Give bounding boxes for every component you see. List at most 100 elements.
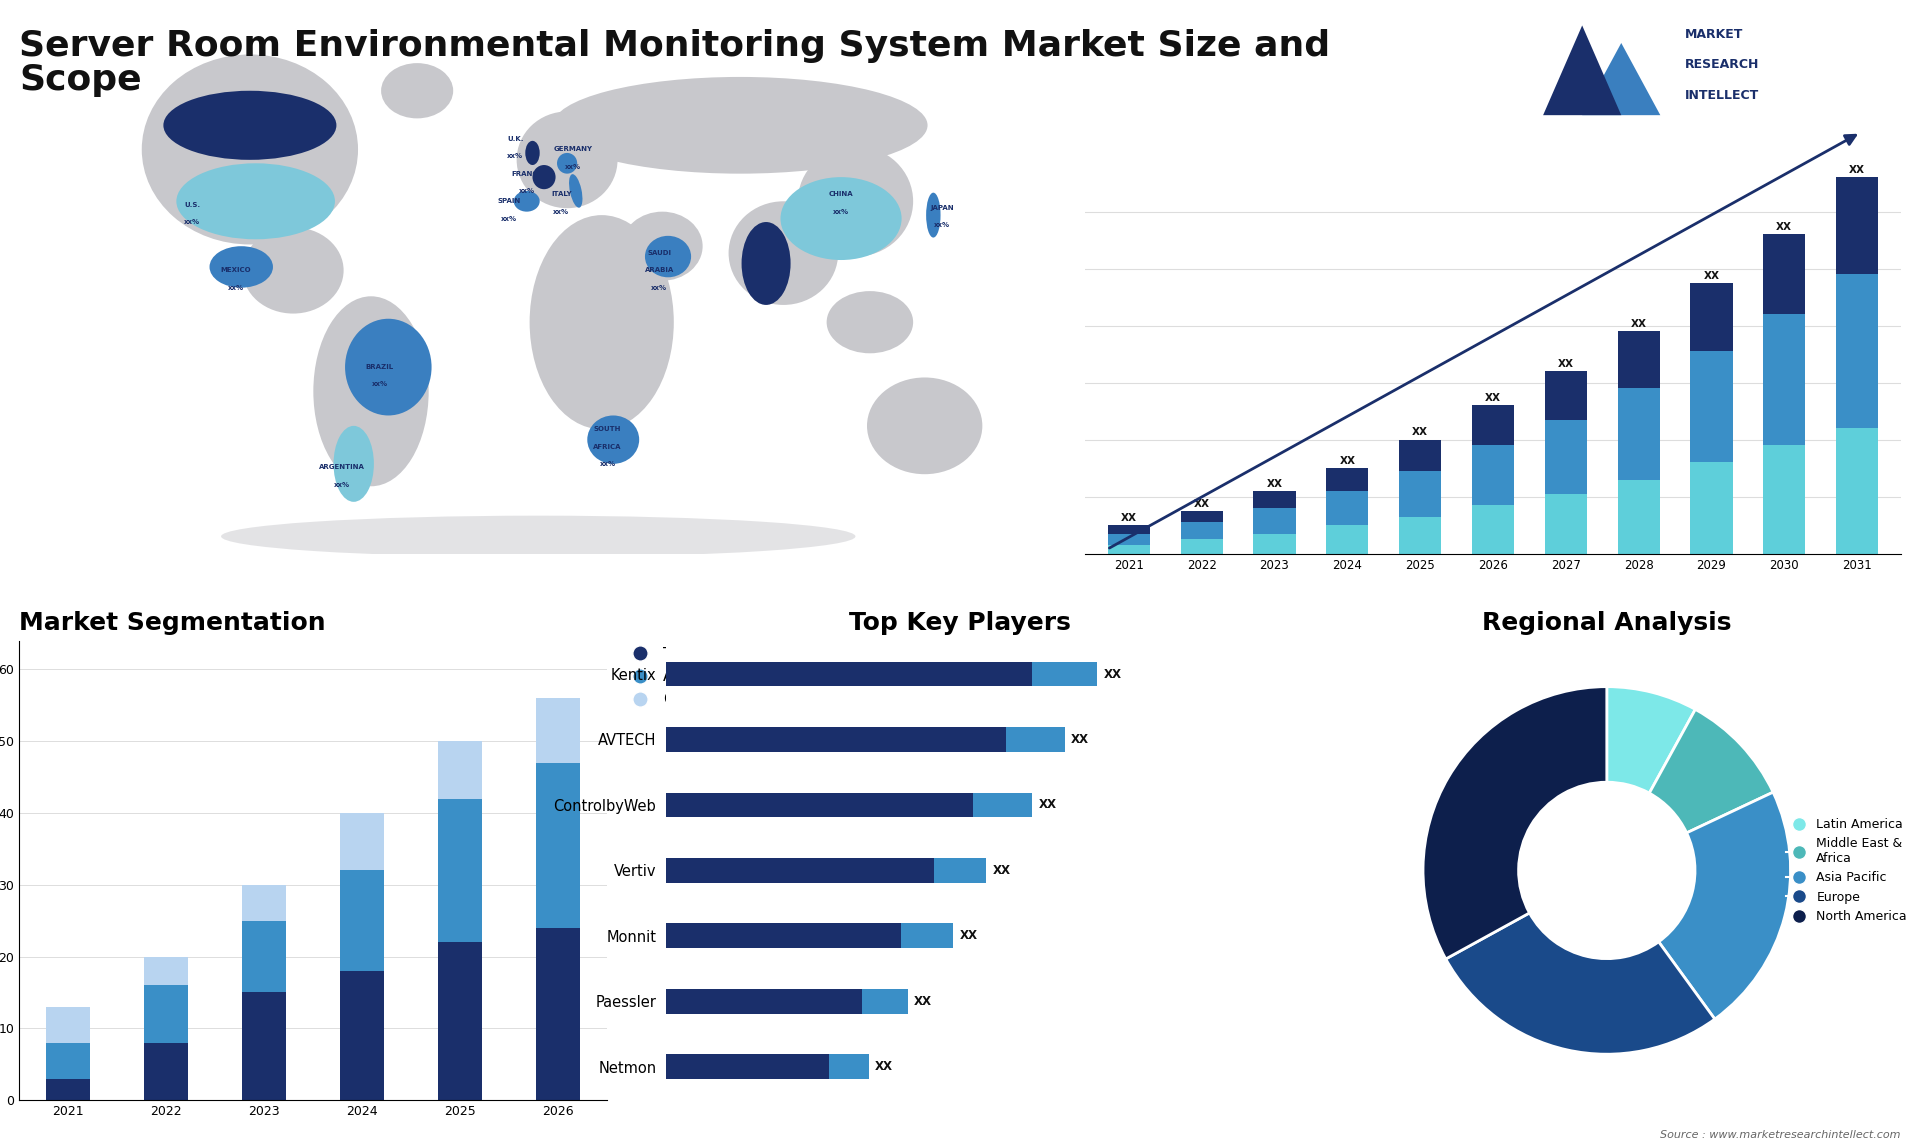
Bar [1108, 534, 1150, 545]
Text: XX: XX [1703, 270, 1720, 281]
Wedge shape [1446, 913, 1715, 1054]
Text: FRANCE: FRANCE [511, 171, 541, 176]
Text: XX: XX [914, 995, 933, 1007]
Ellipse shape [516, 111, 618, 209]
Ellipse shape [557, 152, 578, 174]
Title: Regional Analysis: Regional Analysis [1482, 611, 1732, 635]
Text: xx%: xx% [518, 188, 536, 194]
Bar [1836, 178, 1878, 274]
Ellipse shape [346, 319, 432, 416]
Text: Scope: Scope [19, 63, 142, 97]
Bar [666, 924, 900, 949]
Bar [438, 942, 482, 1100]
Bar [340, 813, 384, 871]
Bar [666, 1054, 829, 1080]
Text: RESEARCH: RESEARCH [1686, 58, 1759, 71]
Bar [46, 1007, 90, 1043]
Bar [1181, 523, 1223, 540]
Text: XX: XX [1340, 456, 1356, 466]
Bar [1006, 727, 1064, 752]
Ellipse shape [530, 215, 674, 430]
Text: XX: XX [1267, 479, 1283, 488]
Text: xx%: xx% [334, 481, 349, 487]
Text: XX: XX [876, 1060, 893, 1074]
Text: XX: XX [1484, 393, 1501, 403]
Text: XX: XX [1849, 165, 1864, 175]
Text: xx%: xx% [372, 382, 388, 387]
Text: xx%: xx% [501, 215, 518, 221]
Ellipse shape [728, 202, 839, 305]
Ellipse shape [142, 55, 357, 244]
Bar [1690, 463, 1732, 554]
Text: XX: XX [1776, 222, 1791, 233]
Ellipse shape [828, 291, 914, 353]
Bar [1327, 469, 1369, 490]
Bar [46, 1043, 90, 1078]
Text: JAPAN: JAPAN [929, 205, 954, 211]
Bar [46, 1078, 90, 1100]
Bar [1763, 235, 1805, 314]
Bar [1108, 525, 1150, 534]
Wedge shape [1607, 686, 1695, 793]
Text: xx%: xx% [227, 284, 244, 291]
Text: xx%: xx% [564, 164, 582, 170]
Text: xx%: xx% [227, 133, 244, 139]
Text: XX: XX [1039, 799, 1056, 811]
Text: INTELLECT: INTELLECT [1686, 89, 1759, 102]
Bar [144, 986, 188, 1043]
Text: XX: XX [1071, 733, 1089, 746]
Bar [1254, 490, 1296, 508]
Text: xx%: xx% [553, 209, 570, 214]
Bar [536, 928, 580, 1100]
Ellipse shape [741, 222, 791, 305]
Ellipse shape [925, 193, 941, 237]
Bar [536, 763, 580, 928]
Text: U.K.: U.K. [507, 136, 524, 142]
Bar [1546, 419, 1588, 494]
Text: CHINA: CHINA [829, 191, 852, 197]
Text: CANADA: CANADA [219, 116, 252, 121]
Bar [1181, 540, 1223, 554]
Wedge shape [1659, 792, 1791, 1019]
Ellipse shape [380, 63, 453, 118]
Text: SPAIN: SPAIN [497, 198, 520, 204]
Text: XX: XX [1630, 319, 1647, 329]
Text: BRAZIL: BRAZIL [365, 364, 394, 370]
Text: XX: XX [1104, 667, 1121, 681]
Bar [666, 661, 1031, 686]
Bar [1400, 471, 1442, 517]
Bar [144, 957, 188, 986]
Bar [666, 858, 933, 882]
Title: Top Key Players: Top Key Players [849, 611, 1071, 635]
Text: xx%: xx% [507, 154, 524, 159]
Bar [1617, 388, 1659, 479]
Bar [242, 885, 286, 920]
Text: xx%: xx% [833, 209, 849, 214]
Legend: Latin America, Middle East &
Africa, Asia Pacific, Europe, North America: Latin America, Middle East & Africa, Asi… [1782, 813, 1912, 928]
Bar [1473, 446, 1515, 505]
Bar [1836, 429, 1878, 554]
Text: SOUTH: SOUTH [593, 426, 622, 432]
Bar [536, 698, 580, 763]
Bar [1400, 440, 1442, 471]
Bar [666, 727, 1006, 752]
Text: ITALY: ITALY [551, 191, 572, 197]
Ellipse shape [334, 426, 374, 502]
Bar [862, 989, 908, 1014]
Text: XX: XX [1557, 359, 1574, 369]
Ellipse shape [568, 174, 582, 207]
Text: Server Room Environmental Monitoring System Market Size and: Server Room Environmental Monitoring Sys… [19, 29, 1331, 63]
Bar [1400, 517, 1442, 554]
Text: XX: XX [993, 864, 1010, 877]
Text: XX: XX [1411, 427, 1428, 438]
Bar [1254, 508, 1296, 534]
Text: SAUDI: SAUDI [647, 250, 672, 256]
Bar [1690, 283, 1732, 352]
Bar [973, 793, 1031, 817]
Bar [1327, 525, 1369, 554]
Ellipse shape [221, 516, 856, 557]
Bar [1181, 511, 1223, 523]
Polygon shape [1582, 42, 1661, 116]
Bar [1763, 314, 1805, 446]
Bar [242, 920, 286, 992]
